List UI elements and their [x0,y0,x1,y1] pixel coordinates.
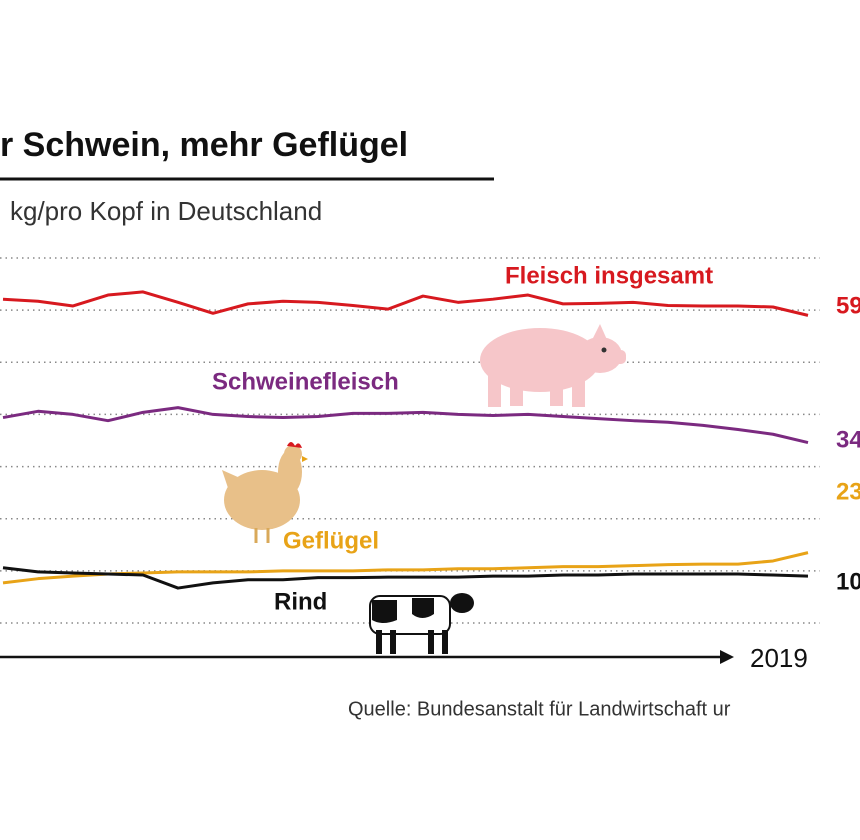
end-label: 23 [836,478,860,505]
series-label: Schweinefleisch [212,368,399,395]
grid [0,257,820,624]
pig-icon [480,324,626,407]
end-label: 34 [836,426,860,453]
end-label: 10 [836,568,860,595]
series-line [2,290,809,317]
end-label: 59 [836,292,860,319]
x-axis-arrow [720,650,734,664]
chart-title: r Schwein, mehr Geflügel [0,126,408,164]
series-line [2,551,809,585]
x-tick-label: 2019 [750,643,808,673]
plot: Fleisch insgesamt 59 Schweinefleisch 34 Gefl… [2,262,860,615]
series-label: Rind [274,588,327,615]
cow-icon [369,593,474,654]
series-line [2,566,809,590]
chicken-icon [222,442,308,543]
series-label: Fleisch insgesamt [505,262,713,289]
source: Quelle: Bundesanstalt für Landwirtschaft… [348,698,731,720]
series-line [2,406,809,445]
chart-subtitle: kg/pro Kopf in Deutschland [10,196,322,226]
series-label: Geflügel [283,527,379,554]
